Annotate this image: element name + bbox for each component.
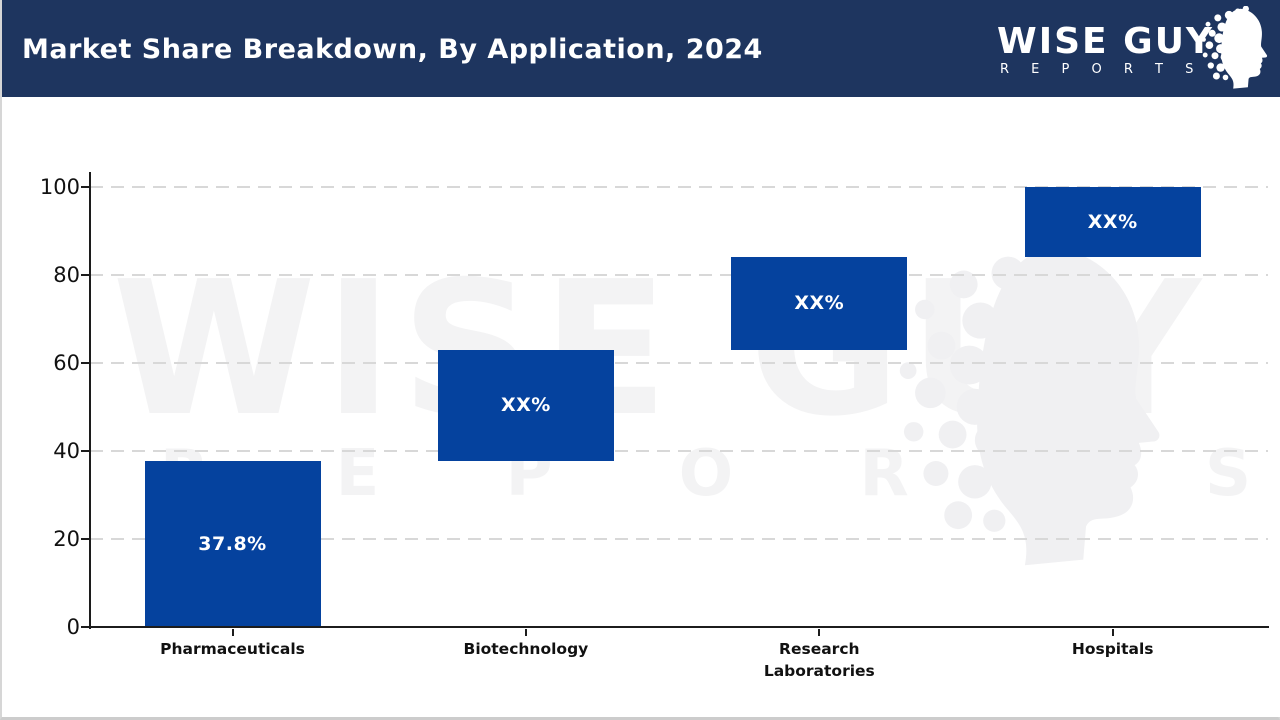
x-axis bbox=[89, 626, 1269, 628]
y-tick-mark bbox=[81, 186, 89, 188]
x-tick-mark bbox=[818, 629, 821, 636]
bar-pharmaceuticals: 37.8% bbox=[144, 460, 321, 627]
gridline-60 bbox=[90, 362, 1268, 364]
y-tick-label: 60 bbox=[53, 351, 80, 375]
x-tick-mark bbox=[231, 629, 234, 636]
x-category-label: Biotechnology bbox=[463, 640, 589, 658]
y-tick-mark bbox=[81, 274, 89, 276]
x-category-label: Pharmaceuticals bbox=[160, 640, 305, 658]
bar-biotechnology: XX% bbox=[437, 350, 614, 461]
brand-name: WISE GUY bbox=[996, 20, 1214, 62]
y-tick-label: 40 bbox=[53, 439, 80, 463]
brand-logo: WISE GUY R E P O R T S bbox=[996, 5, 1272, 94]
brand-subtitle: R E P O R T S bbox=[999, 62, 1203, 78]
gridline-40 bbox=[90, 450, 1268, 452]
bar-value-label: 37.8% bbox=[198, 532, 267, 555]
chart-area: WISE GUY R E P O R T S bbox=[2, 97, 1280, 717]
bar-research-laboratories: XX% bbox=[731, 256, 908, 351]
gridline-20 bbox=[90, 538, 1268, 540]
x-category-label: Hospitals bbox=[1071, 640, 1154, 658]
brand-logo-text: WISE GUY R E P O R T S bbox=[996, 20, 1214, 78]
wiseguy-head-icon bbox=[1200, 5, 1272, 94]
header: Market Share Breakdown, By Application, … bbox=[2, 0, 1280, 97]
x-category-label: Research Laboratories bbox=[763, 640, 875, 680]
bar-value-label: XX% bbox=[500, 394, 551, 417]
gridline-100 bbox=[90, 186, 1268, 188]
y-tick-label: 100 bbox=[39, 175, 80, 199]
y-tick-label: 0 bbox=[66, 615, 80, 639]
bar-value-label: XX% bbox=[1087, 210, 1138, 233]
y-tick-label: 20 bbox=[53, 527, 80, 551]
y-tick-mark bbox=[81, 626, 89, 628]
bar-value-label: XX% bbox=[794, 292, 845, 315]
y-tick-mark bbox=[81, 362, 89, 364]
x-tick-mark bbox=[1111, 629, 1114, 636]
y-axis bbox=[89, 172, 91, 629]
y-tick-mark bbox=[81, 538, 89, 540]
y-tick-mark bbox=[81, 450, 89, 452]
watermark-head-icon bbox=[897, 235, 1175, 575]
page-title: Market Share Breakdown, By Application, … bbox=[22, 34, 763, 65]
x-tick-mark bbox=[524, 629, 527, 636]
bar-hospitals: XX% bbox=[1024, 187, 1201, 257]
y-tick-label: 80 bbox=[53, 263, 80, 287]
gridline-80 bbox=[90, 274, 1268, 276]
